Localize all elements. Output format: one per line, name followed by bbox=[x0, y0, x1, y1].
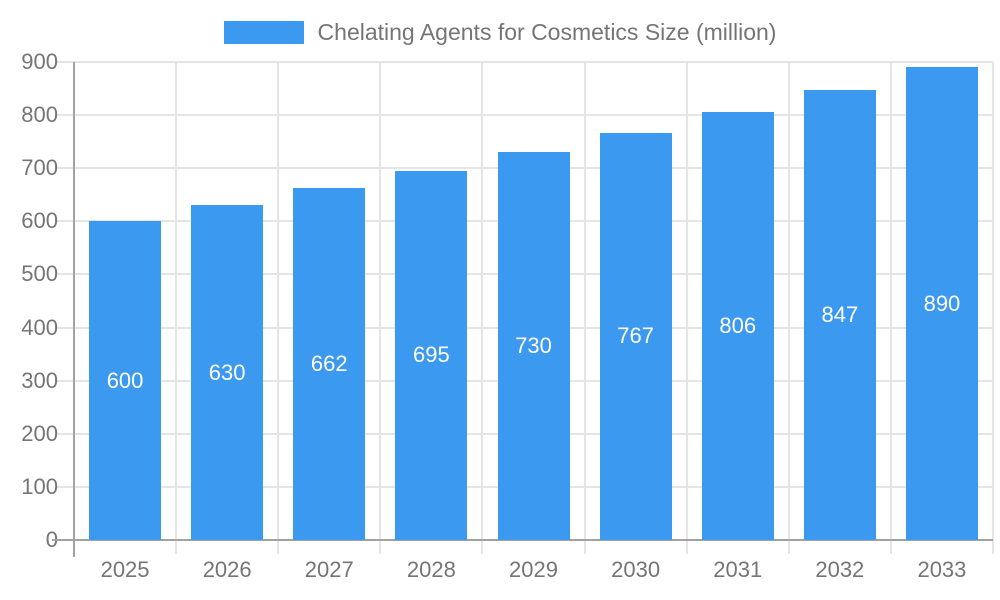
bar-value-label: 847 bbox=[821, 302, 859, 328]
bar-value-label: 630 bbox=[208, 359, 246, 385]
bar-value-label: 662 bbox=[310, 351, 348, 377]
x-axis-tick bbox=[175, 540, 178, 554]
bar-value-label: 600 bbox=[106, 367, 144, 393]
bar-value-label: 695 bbox=[413, 342, 450, 368]
x-axis-tick bbox=[379, 540, 382, 554]
x-tick-label: 2029 bbox=[509, 557, 558, 582]
x-tick-label: 2033 bbox=[917, 557, 967, 582]
y-axis-tick bbox=[56, 432, 74, 435]
x-axis-tick bbox=[685, 540, 688, 554]
x-axis-tick bbox=[787, 540, 790, 554]
x-tick-label: 2027 bbox=[304, 557, 354, 582]
y-axis-line bbox=[73, 62, 75, 557]
y-tick-label: 600 bbox=[21, 208, 58, 234]
h-gridline bbox=[74, 114, 993, 117]
x-tick-label: 2025 bbox=[100, 557, 150, 582]
bar-value-label: 806 bbox=[719, 312, 757, 338]
v-gridline bbox=[685, 62, 688, 540]
y-axis-tick bbox=[56, 167, 74, 170]
y-axis-tick bbox=[56, 61, 74, 63]
bar bbox=[191, 205, 264, 540]
v-gridline bbox=[889, 62, 892, 540]
x-axis-tick bbox=[583, 540, 586, 554]
bar bbox=[497, 152, 570, 540]
x-axis-tick bbox=[277, 540, 280, 554]
y-tick-label: 200 bbox=[21, 420, 58, 446]
y-tick-label: 400 bbox=[21, 314, 58, 340]
x-axis-tick bbox=[992, 540, 994, 554]
v-gridline bbox=[379, 62, 382, 540]
y-axis-tick bbox=[56, 273, 74, 276]
x-axis-tick bbox=[481, 540, 484, 554]
legend-label: Chelating Agents for Cosmetics Size (mil… bbox=[317, 19, 777, 45]
bar bbox=[293, 188, 366, 540]
x-tick-label: 2030 bbox=[611, 557, 661, 582]
legend-swatch bbox=[223, 21, 304, 44]
v-gridline bbox=[992, 62, 994, 540]
y-tick-label: 300 bbox=[21, 367, 58, 393]
y-tick-label: 900 bbox=[21, 49, 58, 74]
v-gridline bbox=[481, 62, 484, 540]
y-tick-label: 0 bbox=[45, 527, 58, 552]
bar-value-label: 767 bbox=[617, 323, 654, 349]
v-gridline bbox=[277, 62, 280, 540]
x-axis-tick bbox=[889, 540, 892, 554]
y-axis-tick bbox=[56, 220, 74, 223]
y-axis-tick bbox=[56, 379, 74, 382]
bar bbox=[395, 170, 468, 540]
bar-value-label: 730 bbox=[515, 333, 552, 359]
y-axis-tick bbox=[56, 114, 74, 117]
y-axis-tick bbox=[56, 485, 74, 488]
bar-value-label: 890 bbox=[923, 290, 961, 316]
bar bbox=[701, 111, 774, 540]
v-gridline bbox=[175, 62, 178, 540]
y-tick-label: 700 bbox=[21, 155, 58, 181]
x-tick-label: 2032 bbox=[815, 557, 865, 582]
v-gridline bbox=[583, 62, 586, 540]
y-tick-label: 800 bbox=[21, 102, 58, 128]
x-axis-line bbox=[52, 539, 993, 541]
v-gridline bbox=[787, 62, 790, 540]
y-tick-label: 100 bbox=[21, 473, 58, 499]
bar bbox=[803, 90, 876, 540]
bar bbox=[905, 67, 978, 540]
bar bbox=[89, 221, 162, 540]
chart-legend: Chelating Agents for Cosmetics Size (mil… bbox=[0, 19, 1000, 46]
x-tick-label: 2028 bbox=[406, 557, 456, 582]
y-axis-tick bbox=[56, 326, 74, 329]
y-tick-label: 500 bbox=[21, 261, 58, 287]
x-tick-label: 2031 bbox=[713, 557, 763, 582]
h-gridline bbox=[74, 61, 993, 63]
x-tick-label: 2026 bbox=[202, 557, 252, 582]
bar bbox=[599, 132, 672, 540]
